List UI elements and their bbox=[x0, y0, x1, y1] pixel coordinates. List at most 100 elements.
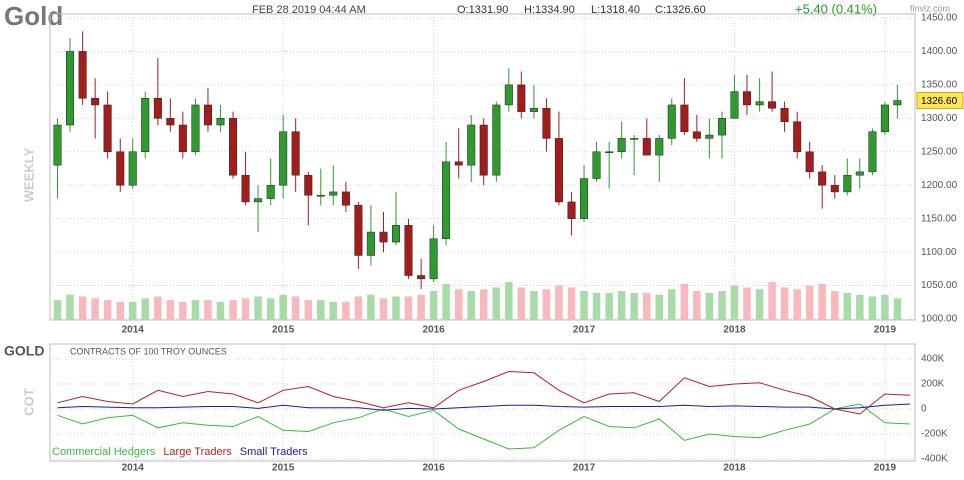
candle-body bbox=[742, 91, 751, 106]
volume-bar bbox=[505, 282, 513, 320]
candle-body bbox=[730, 91, 739, 119]
legend-entry: Commercial Hedgers bbox=[52, 446, 156, 458]
volume-bar bbox=[216, 301, 225, 320]
volume-bar bbox=[643, 292, 651, 320]
candle-body bbox=[642, 138, 651, 156]
volume-bar bbox=[780, 287, 789, 320]
candle-body bbox=[153, 98, 162, 119]
x-tick-label: 2016 bbox=[422, 463, 445, 474]
volume-bar bbox=[630, 292, 638, 320]
candle-body bbox=[567, 201, 576, 219]
volume-bar bbox=[843, 292, 852, 320]
volume-bar bbox=[479, 289, 488, 320]
y-tick-label: 400K bbox=[921, 354, 945, 365]
candle-body bbox=[329, 191, 338, 196]
volume-bar bbox=[805, 285, 814, 320]
x-tick-label: 2018 bbox=[723, 325, 746, 336]
x-tick-label: 2019 bbox=[874, 325, 897, 336]
x-tick-label: 2014 bbox=[122, 325, 145, 336]
y-tick-label: 1000.00 bbox=[921, 314, 958, 325]
candle-body bbox=[818, 171, 827, 186]
y-tick-label: -400K bbox=[921, 454, 948, 465]
volume-bar bbox=[542, 289, 551, 320]
brand: finviz.com bbox=[910, 3, 950, 13]
candle-body bbox=[391, 225, 401, 243]
volume-bar bbox=[755, 289, 764, 320]
volume-bar bbox=[154, 296, 162, 320]
price-tag bbox=[916, 92, 964, 110]
candle-body bbox=[780, 108, 789, 122]
volume-bar bbox=[881, 294, 889, 320]
legend-entry: Large Traders bbox=[163, 446, 232, 458]
candle-body bbox=[78, 51, 87, 99]
volume-bar bbox=[229, 300, 237, 320]
candle-body bbox=[178, 124, 187, 153]
cot-title: GOLD bbox=[4, 343, 44, 359]
candle-body bbox=[768, 101, 777, 109]
candle-body bbox=[166, 118, 175, 126]
y-tick-label: 1350.00 bbox=[921, 80, 958, 91]
volume-bar bbox=[329, 301, 338, 320]
y-tick-label: 0 bbox=[921, 404, 927, 415]
title: Gold bbox=[4, 1, 63, 31]
candle-body bbox=[53, 124, 62, 166]
candle-body bbox=[304, 174, 313, 196]
cot-line bbox=[57, 403, 911, 450]
candle-body bbox=[793, 121, 802, 153]
candle-body bbox=[855, 171, 864, 176]
open: O:1331.90 bbox=[457, 4, 508, 16]
candle-body bbox=[692, 131, 701, 139]
candle-body bbox=[128, 151, 137, 186]
volume-bar bbox=[367, 294, 375, 320]
x-tick-label: 2017 bbox=[573, 463, 596, 474]
candle-body bbox=[705, 134, 714, 139]
volume-bar bbox=[718, 291, 726, 320]
candle-body bbox=[580, 178, 589, 219]
x-tick-label: 2017 bbox=[573, 325, 596, 336]
volume-bar bbox=[141, 298, 149, 320]
date: FEB 28 2019 04:44 AM bbox=[252, 4, 366, 16]
cot-line bbox=[57, 370, 911, 415]
candle-body bbox=[141, 98, 150, 153]
candle-body bbox=[404, 225, 413, 276]
high: H:1334.90 bbox=[524, 4, 575, 16]
volume-bar bbox=[128, 301, 137, 320]
volume-bar bbox=[179, 301, 187, 320]
candle-body bbox=[504, 84, 513, 106]
y-tick-label: 1300.00 bbox=[921, 113, 958, 124]
volume-bar bbox=[454, 289, 463, 320]
y-tick-label: 1100.00 bbox=[921, 247, 957, 258]
volume-bar bbox=[705, 292, 714, 320]
candle-body bbox=[266, 184, 275, 199]
candle-body bbox=[893, 100, 902, 106]
candle-body bbox=[617, 138, 626, 153]
candle-body bbox=[605, 151, 614, 154]
x-tick-label: 2019 bbox=[874, 463, 897, 474]
volume-bar bbox=[517, 287, 526, 320]
candle-body bbox=[103, 104, 112, 153]
volume-bar bbox=[279, 294, 287, 320]
y-tick-label: 1200.00 bbox=[921, 180, 958, 191]
candle-body bbox=[843, 174, 852, 193]
volume-bar bbox=[893, 298, 902, 320]
y-tick-label: 1150.00 bbox=[921, 213, 957, 224]
candle-body bbox=[417, 275, 426, 280]
candle-body bbox=[479, 124, 488, 176]
volume-bar bbox=[530, 291, 538, 320]
volume-bar bbox=[768, 282, 776, 320]
candle-body bbox=[203, 104, 212, 126]
y-tick-label: 200K bbox=[921, 379, 945, 390]
volume-bar bbox=[317, 300, 325, 320]
price-tag-label: 1326.60 bbox=[921, 96, 958, 107]
candle-body bbox=[316, 195, 325, 197]
volume-bar bbox=[492, 287, 501, 320]
x-tick-label: 2016 bbox=[422, 325, 445, 336]
cot-line bbox=[57, 403, 911, 411]
candle-body bbox=[279, 131, 288, 186]
candle-body bbox=[467, 124, 476, 166]
y-label: WEEKLY bbox=[21, 147, 36, 202]
candle-body bbox=[630, 138, 639, 140]
low: L:1318.40 bbox=[591, 4, 640, 16]
volume-bar bbox=[53, 300, 62, 320]
